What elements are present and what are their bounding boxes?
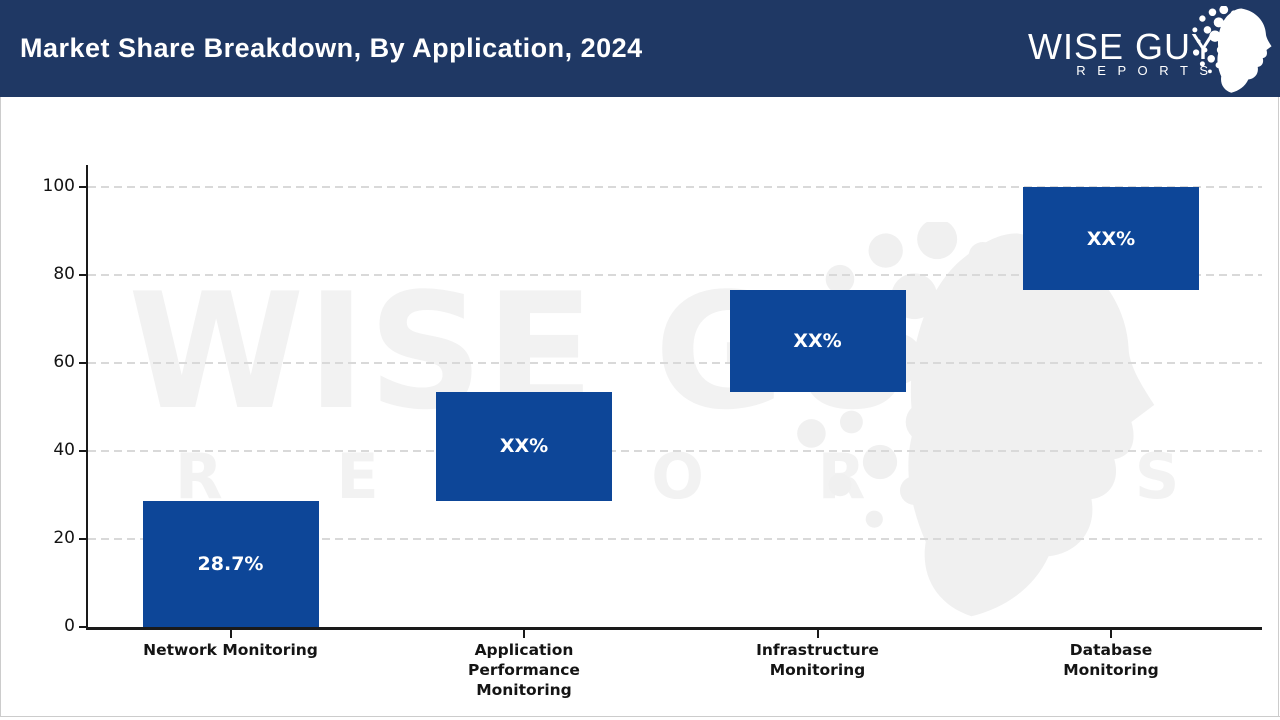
category-label: Database Monitoring	[1063, 641, 1159, 679]
y-tick-label-40: 40	[53, 440, 75, 460]
gridline-100	[88, 186, 1262, 188]
page-border-right	[1278, 97, 1279, 717]
x-axis-line	[86, 627, 1262, 630]
wiseguy-logo: WISE GUY R E P O R T S	[1026, 2, 1276, 95]
y-tick-80	[79, 274, 87, 276]
gridline-20	[88, 538, 1262, 540]
y-tick-20	[79, 538, 87, 540]
y-tick-label-60: 60	[53, 352, 75, 372]
y-tick-label-0: 0	[64, 616, 75, 636]
bar-value-label: XX%	[499, 435, 549, 458]
bar-4: XX%	[1023, 187, 1199, 291]
gridline-40	[88, 450, 1262, 452]
gridline-80	[88, 274, 1262, 276]
page-border-left	[0, 97, 1, 717]
wiseguy-head-icon	[1184, 6, 1278, 94]
page-title: Market Share Breakdown, By Application, …	[20, 33, 643, 63]
y-tick-40	[79, 450, 87, 452]
y-tick-100	[79, 186, 87, 188]
bar-value-label: XX%	[793, 329, 842, 352]
category-label: Application Performance Monitoring	[468, 641, 580, 699]
bar-value-label: 28.7%	[197, 552, 264, 575]
bar-1: 28.7%	[142, 500, 319, 627]
gridline-60	[88, 362, 1262, 364]
x-tick-3	[816, 630, 819, 638]
y-tick-label-20: 20	[53, 528, 75, 548]
header: Market Share Breakdown, By Application, …	[0, 0, 1280, 97]
category-label: Infrastructure Monitoring	[756, 641, 879, 679]
y-tick-label-80: 80	[53, 264, 75, 284]
y-tick-0	[79, 626, 87, 628]
bar-3: XX%	[729, 290, 906, 392]
bar-2: XX%	[436, 391, 612, 501]
y-tick-label-100: 100	[42, 176, 75, 196]
bar-value-label: XX%	[1086, 227, 1136, 250]
x-tick-1	[229, 630, 232, 638]
x-tick-4	[1110, 630, 1112, 638]
x-tick-2	[523, 630, 525, 638]
logo-wordmark: WISE GUY	[1027, 26, 1216, 67]
category-label: Network Monitoring	[143, 641, 318, 659]
page-border-bottom	[0, 716, 1280, 717]
logo-subtext: R E P O R T S	[1076, 63, 1212, 78]
y-axis-line	[86, 165, 88, 630]
y-tick-60	[79, 362, 87, 364]
